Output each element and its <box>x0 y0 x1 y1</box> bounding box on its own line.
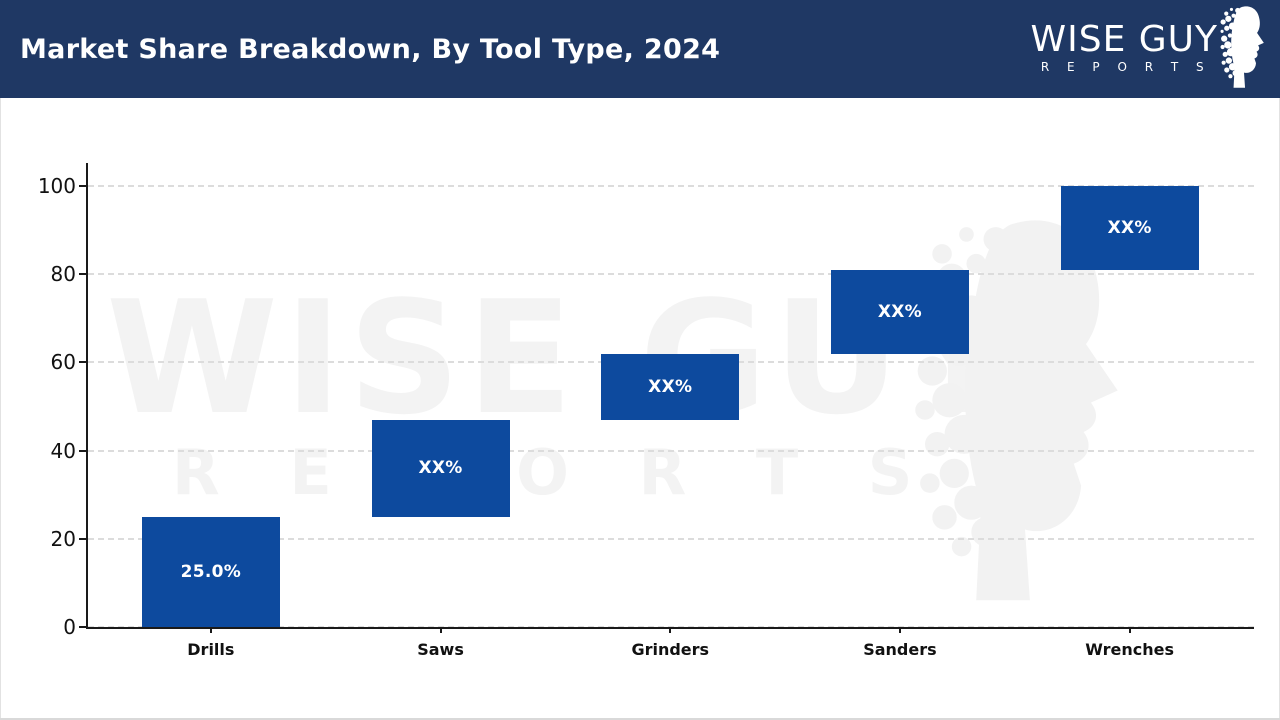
bar-saws: XX% <box>371 419 510 517</box>
gridline-80 <box>88 273 1254 276</box>
header: Market Share Breakdown, By Tool Type, 20… <box>0 0 1280 98</box>
y-tick-mark <box>79 361 87 364</box>
x-tick-mark <box>439 627 442 633</box>
y-tick-label: 80 <box>50 262 76 287</box>
logo-text: WISE GUY R E P O R T S <box>1030 18 1219 74</box>
x-tick-mark <box>669 627 672 633</box>
y-tick-mark <box>79 626 87 628</box>
logo-reports-label: R E P O R T S <box>1040 59 1211 74</box>
x-axis-label-wrenches: Wrenches <box>1085 640 1175 659</box>
y-tick-label: 40 <box>50 438 76 463</box>
x-tick-mark <box>209 627 212 633</box>
y-tick-mark <box>79 449 87 452</box>
logo-face-icon <box>1220 6 1264 88</box>
gridline-40 <box>88 449 1254 452</box>
logo-wiseguy-label: WISE GUY <box>1030 18 1218 60</box>
y-tick-mark <box>79 537 87 540</box>
x-axis-spine <box>86 627 1254 629</box>
x-axis-label-sanders: Sanders <box>863 640 937 659</box>
left-edge-line <box>0 98 1 720</box>
bar-value-label: XX% <box>418 458 463 479</box>
bar-value-label: 25.0% <box>180 561 242 582</box>
bar-drills: 25.0% <box>141 516 280 627</box>
y-tick-label: 100 <box>37 174 76 198</box>
y-tick-label: 20 <box>50 526 76 551</box>
gridline-100 <box>88 185 1254 187</box>
gridline-20 <box>88 537 1254 540</box>
x-tick-mark <box>1128 627 1131 633</box>
y-axis-spine <box>86 163 88 629</box>
logo-wise-guy-reports: WISE GUY R E P O R T S <box>1031 4 1269 90</box>
y-tick-label: 0 <box>63 615 76 639</box>
x-axis-label-grinders: Grinders <box>631 640 710 659</box>
x-axis-label-saws: Saws <box>417 640 464 659</box>
bar-wrenches: XX% <box>1060 186 1199 270</box>
bar-value-label: XX% <box>877 301 923 322</box>
bar-value-label: XX% <box>648 376 693 397</box>
y-tick-mark <box>79 185 87 187</box>
bar-value-label: XX% <box>1107 217 1152 238</box>
x-axis-label-drills: Drills <box>187 640 235 659</box>
page-title: Market Share Breakdown, By Tool Type, 20… <box>20 33 721 65</box>
y-tick-mark <box>79 273 87 276</box>
y-tick-label: 60 <box>50 350 76 375</box>
bar-sanders: XX% <box>830 269 969 354</box>
x-tick-mark <box>898 627 901 633</box>
bottom-edge-line <box>0 718 1280 720</box>
bar-grinders: XX% <box>601 353 740 420</box>
watermark-reports-text: R E P O R T S <box>172 436 937 509</box>
